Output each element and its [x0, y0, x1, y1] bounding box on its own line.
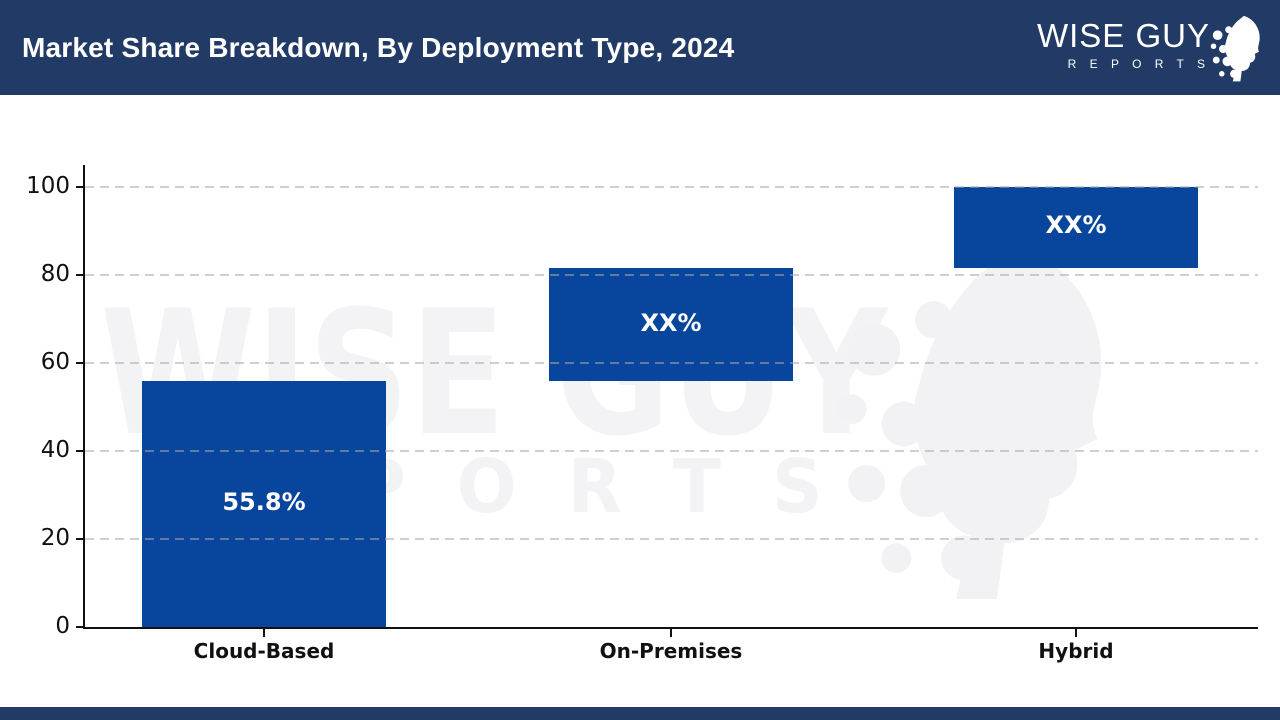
watermark-head-icon [836, 245, 1102, 599]
y-tick-label: 60 [40, 349, 70, 375]
y-axis-line [83, 165, 85, 629]
y-tick [76, 626, 84, 628]
logo-head-icon [1210, 15, 1260, 82]
page-title: Market Share Breakdown, By Deployment Ty… [22, 31, 735, 63]
x-tick [1075, 629, 1077, 637]
bar-value-label: XX% [1045, 211, 1107, 240]
gridline-40 [85, 450, 1258, 452]
footer-band [0, 707, 1280, 720]
y-tick [76, 538, 84, 540]
y-tick [76, 186, 84, 188]
y-tick [76, 362, 84, 364]
x-axis-line [83, 627, 1258, 629]
x-tick [263, 629, 265, 637]
gridline-100 [85, 186, 1258, 188]
y-tick-label: 40 [40, 437, 70, 463]
x-tick [670, 629, 672, 637]
header-band: Market Share Breakdown, By Deployment Ty… [0, 0, 1280, 95]
bar-cloud-based [142, 381, 386, 627]
category-label-hybrid: Hybrid [1038, 639, 1114, 663]
bar-hybrid [954, 187, 1198, 268]
y-tick-label: 0 [55, 613, 70, 639]
gridline-60 [85, 362, 1258, 364]
category-label-on-premises: On-Premises [599, 639, 743, 663]
bar-value-label: XX% [640, 308, 702, 337]
gridline-20 [85, 538, 1258, 540]
wise-guy-logo: WISE GUY R E P O R T S [1000, 4, 1272, 92]
y-tick-label: 80 [40, 261, 70, 287]
bar-value-label: 55.8% [222, 488, 306, 517]
y-tick [76, 274, 84, 276]
y-tick-label: 100 [26, 173, 70, 199]
category-label-cloud-based: Cloud-Based [193, 639, 335, 663]
logo-wordmark: WISE GUY [1036, 17, 1210, 54]
y-tick-label: 20 [40, 525, 70, 551]
logo-text: WISE GUY R E P O R T S [1037, 18, 1210, 72]
gridline-80 [85, 274, 1258, 276]
y-tick [76, 450, 84, 452]
logo-subtitle: R E P O R T S [1067, 57, 1210, 71]
